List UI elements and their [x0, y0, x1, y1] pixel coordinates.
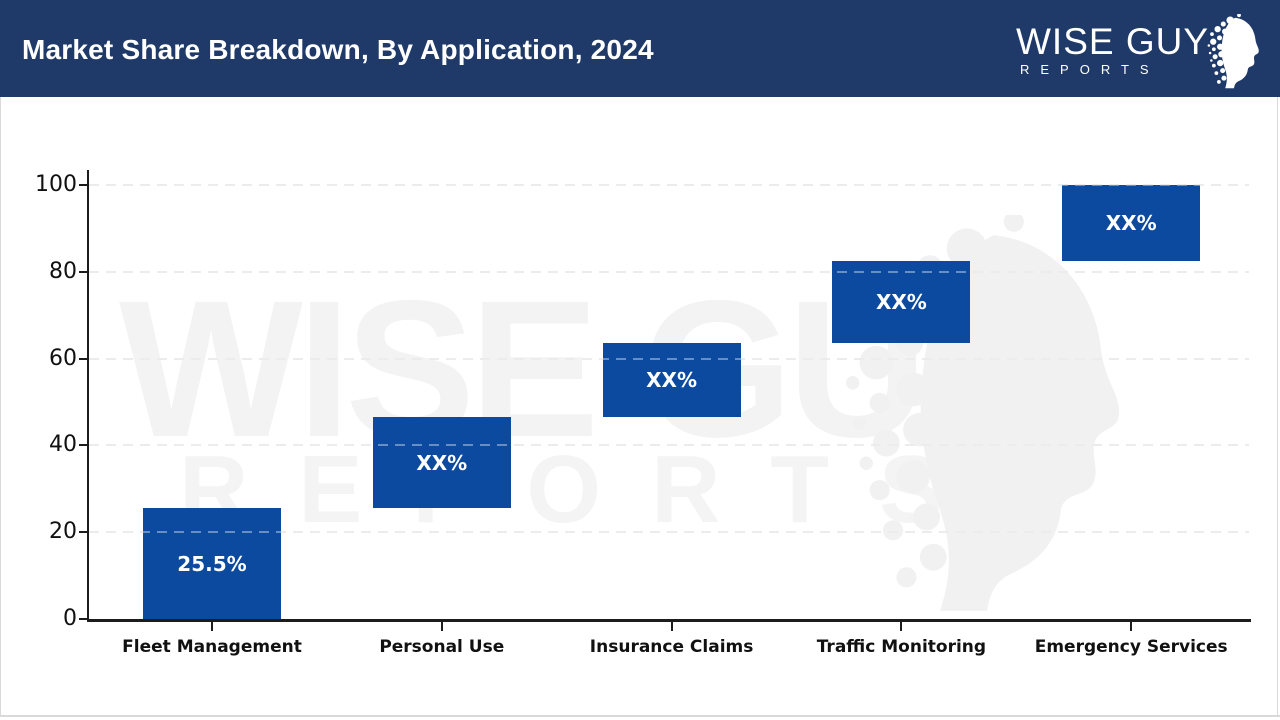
- y-tick-label: 40: [49, 432, 77, 458]
- x-category-label: Traffic Monitoring: [816, 637, 987, 657]
- bottom-border: [0, 715, 1280, 717]
- header-bar: Market Share Breakdown, By Application, …: [0, 0, 1280, 97]
- x-category-label: Insurance Claims: [589, 637, 754, 657]
- bar-segment: XX%: [1062, 185, 1201, 261]
- x-tick-mark: [670, 622, 673, 631]
- bar-value-label: XX%: [646, 368, 698, 393]
- y-tick-mark: [79, 357, 87, 360]
- y-tick-mark: [79, 444, 87, 447]
- gridline: [89, 444, 1249, 447]
- gridline-overlay: [89, 184, 1249, 186]
- watermark-text-2: REPORTS: [179, 436, 994, 543]
- x-category-label: Fleet Management: [122, 637, 302, 657]
- x-category-label: Emergency Services: [1034, 637, 1228, 657]
- gridline-overlay: [89, 531, 1249, 534]
- y-tick-label: 100: [35, 172, 77, 197]
- chart-area: WISE GUY REPORTS 0 20 40 60 80 100 25.5% Fleet …: [0, 97, 1278, 717]
- logo-text: WISE GUY: [1016, 21, 1210, 62]
- page-title: Market Share Breakdown, By Application, …: [22, 34, 654, 65]
- bar-value-label: XX%: [416, 450, 468, 475]
- bar-value-label: XX%: [875, 290, 927, 315]
- y-tick-mark: [79, 618, 87, 620]
- y-tick-mark: [79, 184, 87, 186]
- y-tick-label: 20: [49, 519, 77, 545]
- gridline-overlay: [89, 444, 1249, 447]
- x-tick-mark: [900, 622, 903, 631]
- plot-area: 0 20 40 60 80 100 25.5% Fleet Management XX% Pers…: [1, 97, 1279, 717]
- logo-head-icon: [1207, 14, 1259, 89]
- gridline: [89, 270, 1249, 273]
- x-axis-line: [87, 619, 1251, 622]
- logo: WISE GUY REPORTS: [1016, 6, 1266, 94]
- bar-segment: XX%: [832, 260, 971, 344]
- logo-subtext: REPORTS: [1020, 62, 1160, 77]
- y-axis-line: [87, 170, 89, 622]
- gridline: [89, 184, 1249, 186]
- x-tick-mark: [440, 622, 443, 631]
- y-tick-mark: [79, 270, 87, 273]
- bar-segment: XX%: [372, 417, 511, 509]
- x-category-label: Personal Use: [379, 637, 505, 657]
- x-tick-mark: [211, 622, 213, 631]
- y-tick-label: 0: [63, 606, 77, 631]
- y-tick-label: 80: [49, 258, 77, 284]
- gridline: [89, 531, 1249, 534]
- bar-value-label: XX%: [1105, 210, 1157, 235]
- gridline-overlay: [89, 270, 1249, 273]
- y-tick-label: 60: [49, 345, 77, 371]
- x-tick-mark: [1130, 622, 1133, 631]
- bar-value-label: 25.5%: [177, 551, 247, 576]
- bar-segment: 25.5%: [143, 508, 281, 619]
- bar-segment: XX%: [602, 343, 741, 418]
- gridline-overlay: [89, 357, 1249, 360]
- y-tick-mark: [79, 531, 87, 534]
